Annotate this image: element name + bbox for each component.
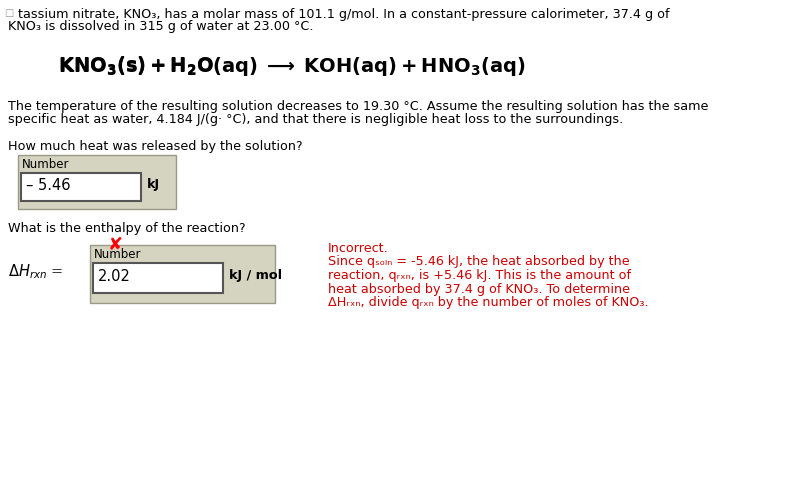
Text: Number: Number [22, 158, 70, 171]
Text: – 5.46: – 5.46 [26, 178, 71, 193]
Text: heat absorbed by 37.4 g of KNO₃. To determine: heat absorbed by 37.4 g of KNO₃. To dete… [328, 283, 630, 296]
Text: KNO₃ is dissolved in 315 g of water at 23.00 °C.: KNO₃ is dissolved in 315 g of water at 2… [8, 20, 313, 33]
Text: What is the enthalpy of the reaction?: What is the enthalpy of the reaction? [8, 222, 246, 235]
Text: Incorrect.: Incorrect. [328, 242, 389, 255]
Text: How much heat was released by the solution?: How much heat was released by the soluti… [8, 140, 303, 153]
Text: ✘: ✘ [107, 236, 123, 254]
Text: □: □ [4, 8, 13, 18]
Text: kJ: kJ [147, 178, 160, 191]
Text: ΔHᵣₓₙ, divide qᵣₓₙ by the number of moles of KNO₃.: ΔHᵣₓₙ, divide qᵣₓₙ by the number of mole… [328, 296, 649, 309]
Text: $\mathbf{KNO_3(s) + H_2O(}$$\mathbf{aq) \;\longrightarrow\; KOH(aq) + HNO_3(aq)}: $\mathbf{KNO_3(s) + H_2O(}$$\mathbf{aq) … [58, 55, 526, 78]
Bar [18, 155, 176, 209]
Text: $\Delta H_{rxn}$ =: $\Delta H_{rxn}$ = [8, 263, 63, 281]
Bar [90, 245, 275, 303]
Text: specific heat as water, 4.184 J/(g· °C), and that there is negligible heat loss : specific heat as water, 4.184 J/(g· °C),… [8, 113, 623, 126]
Text: tassium nitrate, KNO₃, has a molar mass of 101.1 g/mol. In a constant-pressure c: tassium nitrate, KNO₃, has a molar mass … [18, 8, 669, 21]
Text: kJ / mol: kJ / mol [229, 269, 282, 282]
Text: 2.02: 2.02 [98, 269, 131, 284]
Text: The temperature of the resulting solution decreases to 19.30 °C. Assume the resu: The temperature of the resulting solutio… [8, 100, 708, 113]
Bar [93, 263, 223, 293]
Text: reaction, qᵣₓₙ, is +5.46 kJ. This is the amount of: reaction, qᵣₓₙ, is +5.46 kJ. This is the… [328, 269, 631, 282]
Text: $\mathbf{KNO_3(s) + H_2O}$: $\mathbf{KNO_3(s) + H_2O}$ [58, 55, 214, 77]
Text: Since qₛₒₗₙ = -5.46 kJ, the heat absorbed by the: Since qₛₒₗₙ = -5.46 kJ, the heat absorbe… [328, 256, 630, 269]
Text: Number: Number [94, 248, 141, 261]
Bar [21, 173, 141, 201]
